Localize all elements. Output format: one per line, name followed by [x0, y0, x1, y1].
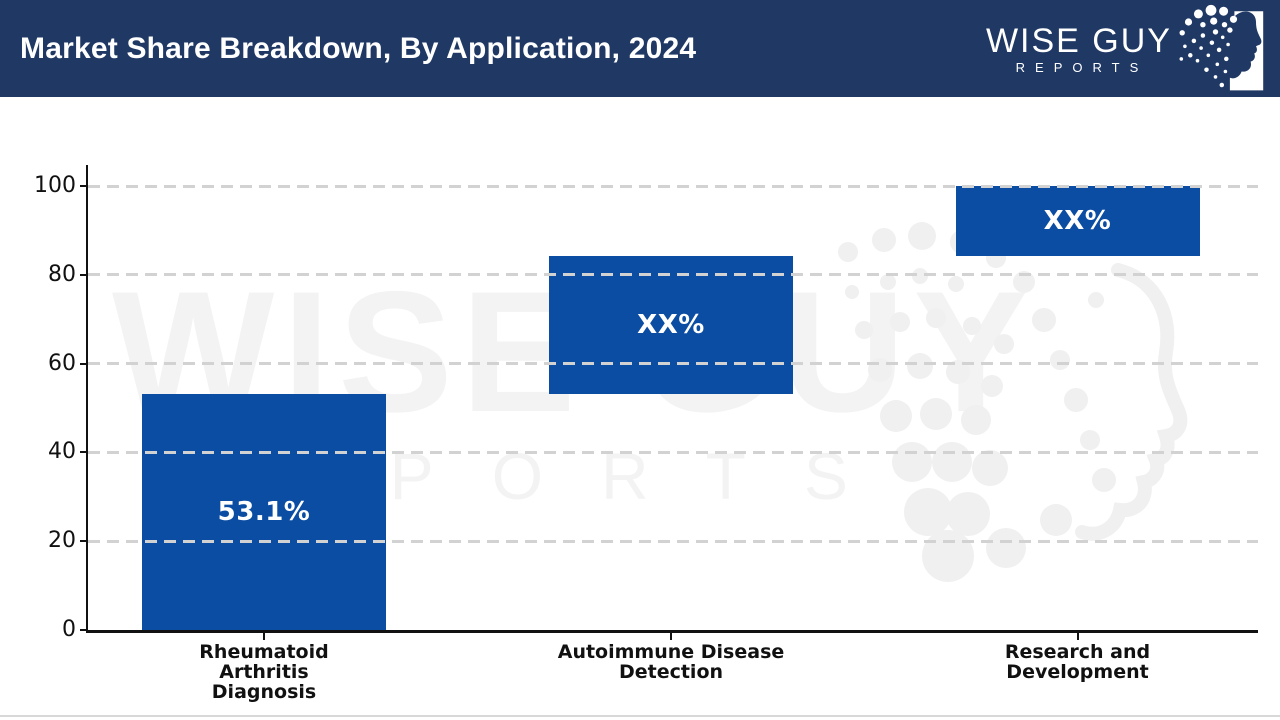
gridline-40: [88, 450, 1258, 454]
gridline-80: [88, 273, 1258, 277]
x-category-label-line: Research and: [1004, 641, 1151, 663]
x-category-label-line: Arthritis: [219, 661, 309, 683]
x-category-label-line: Rheumatoid: [199, 641, 329, 663]
bar-rheumatoid-arthritis-diagnosis: 53.1%: [142, 394, 386, 630]
x-category-label-line: Diagnosis: [211, 681, 317, 703]
gridline-60: [88, 362, 1258, 366]
x-tick-mark-autoimmune-disease-detection: [670, 633, 672, 640]
y-tick-mark-100: [80, 185, 88, 187]
y-tick-label-60: 60: [48, 350, 76, 376]
logo-reports-label: REPORTS: [1015, 59, 1149, 75]
gridline-100: [88, 184, 1258, 188]
bar-value-label-autoimmune-disease-detection: XX%: [637, 310, 705, 341]
x-category-label-line: Autoimmune Disease: [557, 641, 785, 663]
y-tick-label-40: 40: [48, 439, 76, 465]
gridline-20: [88, 539, 1258, 543]
wiseguy-logo: WISE GUY REPORTS: [986, 0, 1266, 97]
x-category-label-autoimmune-disease-detection: Autoimmune Disease Detection: [511, 642, 831, 682]
y-tick-mark-40: [80, 451, 88, 454]
report-header: Market Share Breakdown, By Application, …: [0, 0, 1280, 97]
y-tick-label-80: 80: [48, 261, 76, 287]
y-axis-line: [86, 165, 88, 633]
y-tick-label-100: 100: [34, 173, 76, 198]
report-title: Market Share Breakdown, By Application, …: [20, 31, 697, 65]
logo-wordmark: WISE GUY: [985, 21, 1172, 60]
y-tick-label-0: 0: [62, 617, 76, 642]
y-tick-label-20: 20: [48, 528, 76, 554]
y-tick-mark-0: [80, 629, 88, 631]
x-axis-line: [86, 630, 1258, 633]
x-tick-mark-rheumatoid-arthritis-diagnosis: [263, 633, 265, 640]
bottom-divider: [0, 715, 1280, 717]
y-tick-mark-80: [80, 273, 88, 276]
bar-autoimmune-disease-detection: XX%: [549, 256, 793, 395]
y-tick-mark-20: [80, 540, 88, 543]
x-category-label-line: Development: [1006, 661, 1149, 683]
logo-text-block: WISE GUY REPORTS: [986, 24, 1172, 74]
bar-research-and-development: XX%: [955, 186, 1200, 257]
logo-face-icon: [1179, 4, 1264, 90]
y-tick-mark-60: [80, 362, 88, 365]
x-category-label-research-and-development: Research and Development: [918, 642, 1238, 682]
x-category-label-rheumatoid-arthritis-diagnosis: Rheumatoid Arthritis Diagnosis: [104, 642, 424, 702]
bar-value-label-rheumatoid-arthritis-diagnosis: 53.1%: [217, 497, 311, 528]
bar-value-label-research-and-development: XX%: [1043, 206, 1112, 237]
x-category-label-line: Detection: [618, 661, 724, 683]
x-tick-mark-research-and-development: [1076, 633, 1079, 640]
